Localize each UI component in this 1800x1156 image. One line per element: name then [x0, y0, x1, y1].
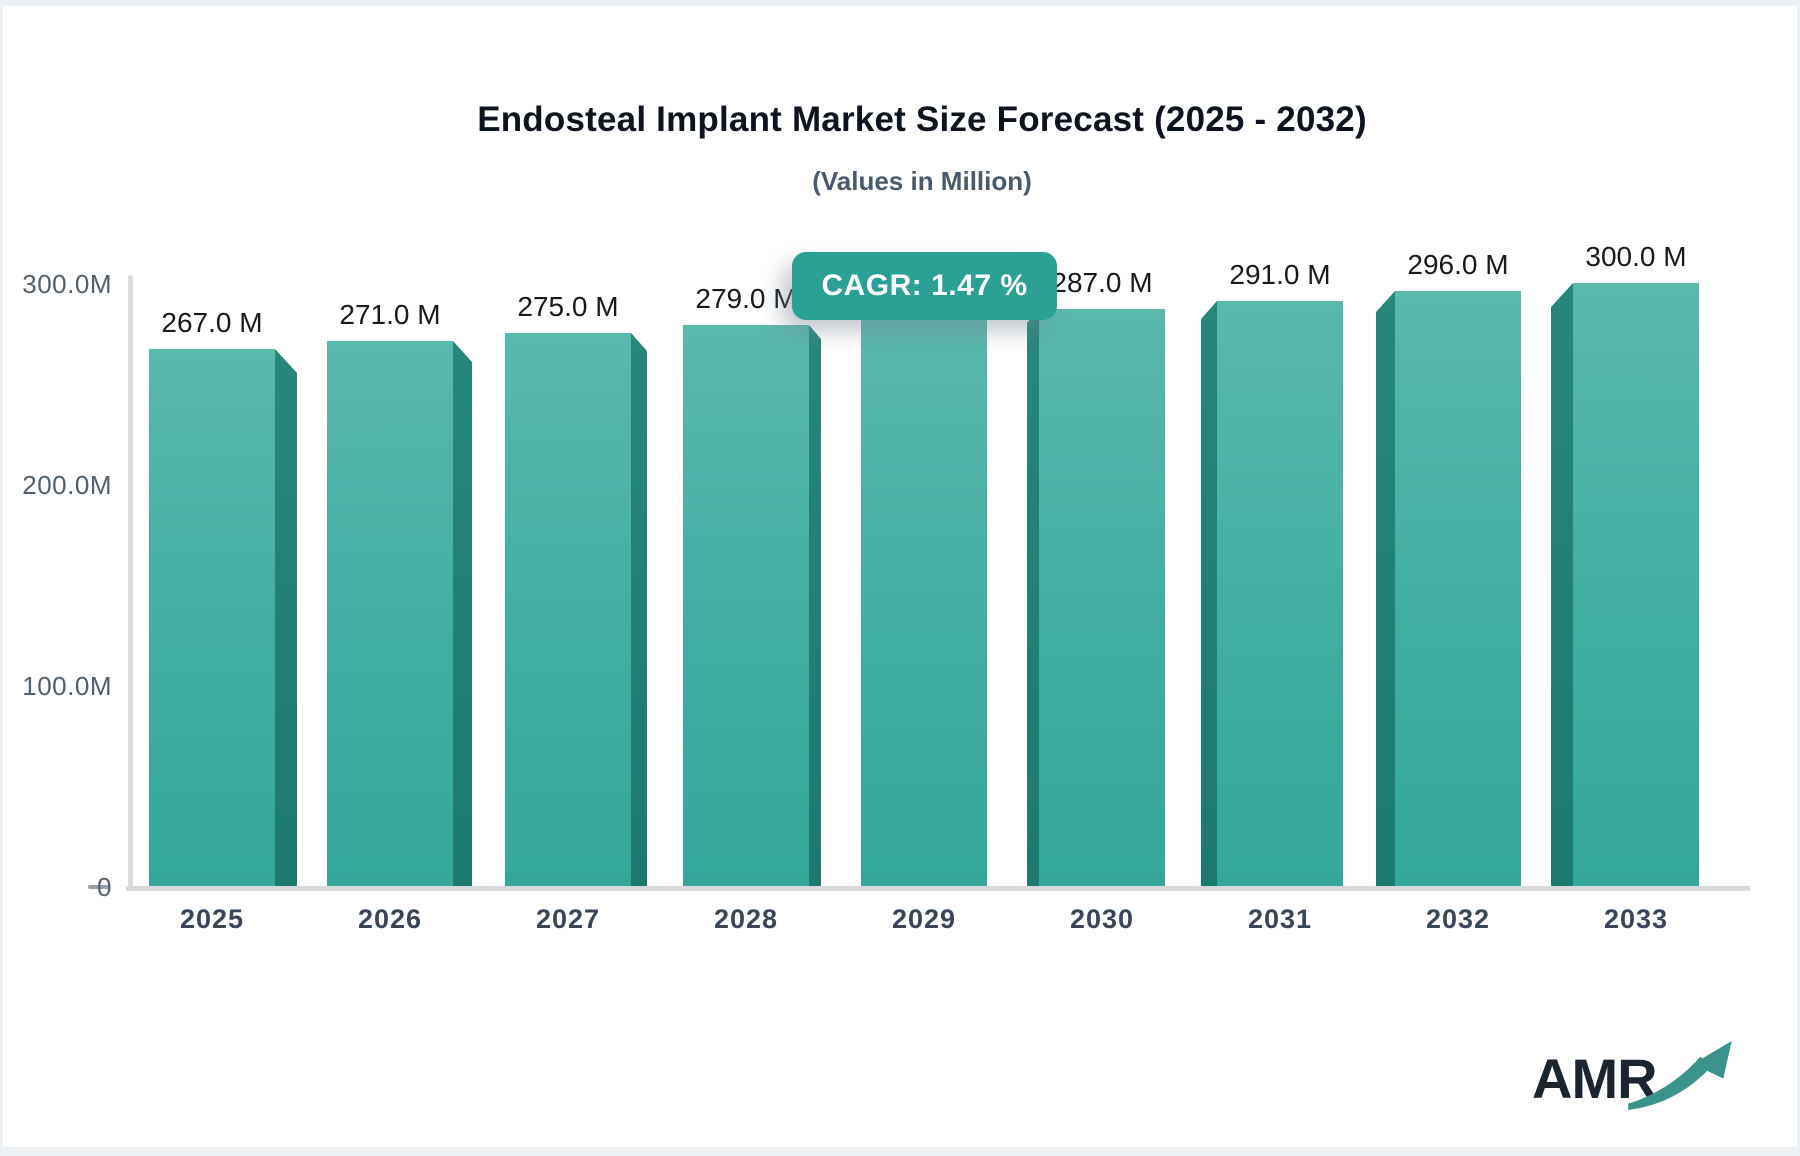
bar-value-label-2032: 296.0 M — [1407, 249, 1509, 280]
bar-2030 — [1039, 309, 1165, 886]
bar-2031 — [1217, 301, 1343, 886]
x-tick-label-2031: 2031 — [1247, 904, 1313, 934]
bar-2028 — [683, 325, 809, 886]
bar-2027 — [505, 333, 631, 886]
x-tick-label-2029: 2029 — [891, 904, 957, 934]
bar-side-face — [453, 341, 472, 886]
bar-value-label-2025: 267.0 M — [161, 307, 263, 338]
x-tick-label-2025: 2025 — [179, 904, 245, 934]
y-tick-label: 0 — [97, 872, 112, 902]
x-tick-label-2032: 2032 — [1425, 904, 1491, 934]
bar-2032 — [1395, 291, 1521, 886]
bar-2025 — [149, 349, 275, 886]
cagr-badge: CAGR: 1.47 % — [792, 252, 1057, 320]
growth-arrow-icon — [1628, 1040, 1732, 1110]
bar-value-label-2030: 287.0 M — [1051, 267, 1153, 298]
y-axis-line — [128, 275, 133, 889]
zero-tick-dash — [88, 885, 110, 889]
bar-side-face — [1201, 301, 1217, 886]
bar-2029 — [861, 317, 987, 886]
bar-value-label-2027: 275.0 M — [517, 291, 619, 322]
bar-value-label-2031: 291.0 M — [1229, 259, 1331, 290]
chart-subtitle: (Values in Million) — [812, 166, 1032, 196]
bar-side-face — [1376, 291, 1395, 886]
bar-side-face — [809, 325, 821, 886]
x-tick-label-2026: 2026 — [357, 904, 423, 934]
y-tick-label: 300.0M — [22, 269, 112, 299]
bar-2033 — [1573, 283, 1699, 886]
bar-value-label-2026: 271.0 M — [339, 299, 441, 330]
y-tick-label: 200.0M — [22, 470, 112, 500]
bar-2026 — [327, 341, 453, 886]
bar-side-face — [631, 333, 647, 886]
x-tick-label-2033: 2033 — [1603, 904, 1669, 934]
amr-logo-text: AMR — [1532, 1047, 1658, 1110]
bar-side-face — [275, 349, 297, 886]
y-tick-label: 100.0M — [22, 671, 112, 701]
bar-value-label-2028: 279.0 M — [695, 283, 797, 314]
x-tick-label-2028: 2028 — [713, 904, 779, 934]
x-axis-line — [126, 886, 1750, 891]
bar-side-face — [1551, 283, 1573, 886]
chart-title: Endosteal Implant Market Size Forecast (… — [477, 100, 1367, 139]
amr-logo: AMR — [1532, 1032, 1762, 1127]
x-tick-label-2030: 2030 — [1069, 904, 1135, 934]
x-tick-label-2027: 2027 — [535, 904, 601, 934]
bar-side-face — [1027, 309, 1039, 886]
bar-value-label-2033: 300.0 M — [1585, 241, 1687, 272]
